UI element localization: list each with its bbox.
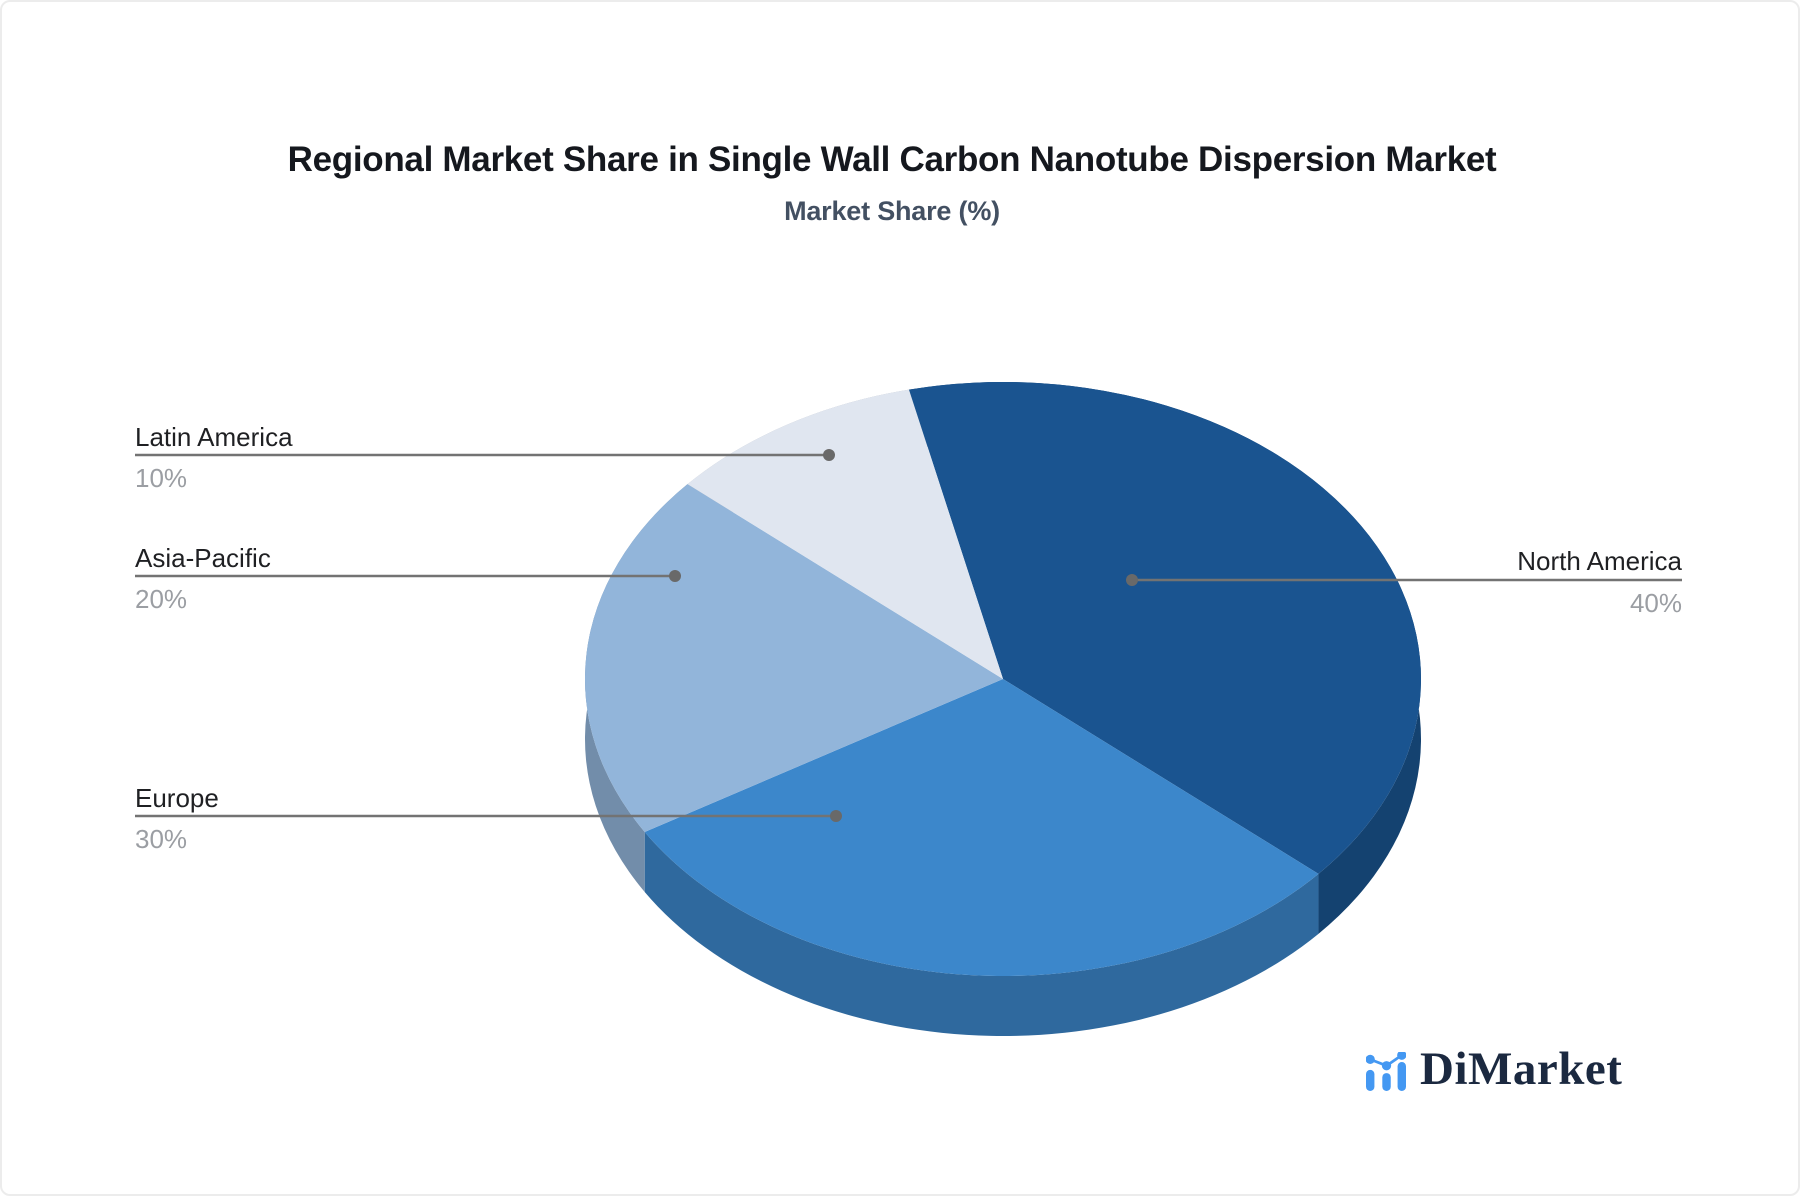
- pie-slice-north-america: [908, 381, 1422, 874]
- connector-dot: [669, 570, 681, 582]
- chart-subtitle: Market Share (%): [784, 196, 1000, 226]
- brand-logo: DiMarket: [1366, 1046, 1622, 1093]
- connector-dot: [830, 810, 842, 822]
- slice-value-asia-pacific: 20%: [135, 584, 188, 614]
- slice-label-latin-america: Latin America: [135, 422, 293, 452]
- pie-slice-latin-america: [687, 389, 1003, 679]
- connector-dot: [1126, 574, 1138, 586]
- pie-slice-europe: [644, 679, 1319, 976]
- slice-label-europe: Europe: [135, 783, 219, 813]
- chart-title: Regional Market Share in Single Wall Car…: [287, 140, 1497, 179]
- connector-dot: [823, 449, 835, 461]
- pie-slice-side-europe: [644, 831, 1319, 1036]
- slice-value-latin-america: 10%: [135, 463, 188, 493]
- slice-value-europe: 30%: [135, 824, 188, 854]
- slice-value-north-america: 40%: [1629, 588, 1682, 618]
- pie-slice-asia-pacific: [585, 484, 1003, 832]
- brand-name: DiMarket: [1420, 1043, 1623, 1095]
- bar-line-chart-icon: [1366, 1052, 1406, 1091]
- slice-label-asia-pacific: Asia-Pacific: [135, 543, 271, 573]
- slice-label-north-america: North America: [1517, 546, 1682, 576]
